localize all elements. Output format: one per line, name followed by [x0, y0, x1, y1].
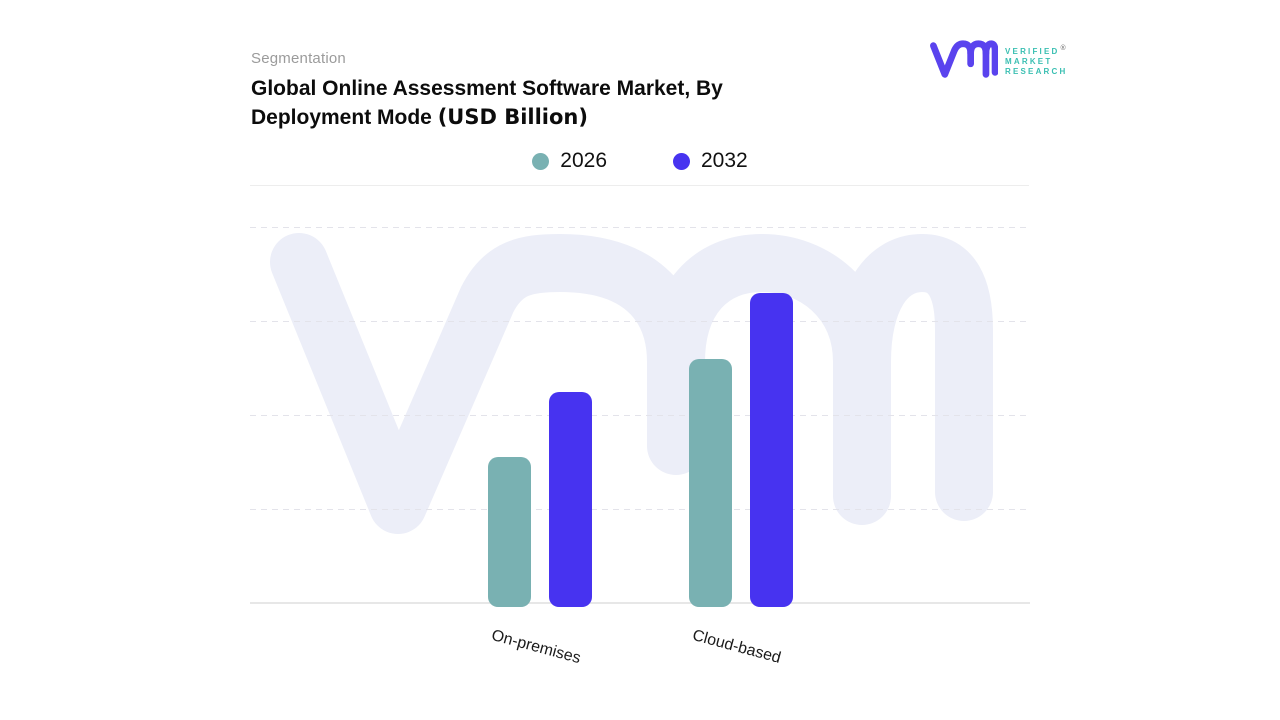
gridline — [250, 509, 1030, 510]
legend-dot-2026 — [532, 152, 550, 170]
gridline — [250, 415, 1030, 416]
legend-item-2032: 2032 — [673, 149, 748, 173]
gridline — [250, 227, 1030, 228]
gridline — [250, 321, 1030, 322]
logo-wordmark: VERIFIED® MARKET RESEARCH — [1005, 44, 1068, 77]
eyebrow-label: Segmentation — [251, 50, 346, 67]
title-line1: Global Online Assessment Software Market… — [251, 77, 723, 100]
logo-line-research: RESEARCH — [1005, 67, 1068, 76]
chart-title: Global Online Assessment Software Market… — [251, 74, 791, 132]
logo-line-verified: VERIFIED — [1005, 47, 1060, 56]
title-line2: Deployment Mode — [251, 106, 438, 129]
logo-line-market: MARKET — [1005, 57, 1053, 66]
title-units: (USD Billion) — [437, 105, 588, 129]
bar-on-premises-2026 — [487, 457, 531, 607]
legend-item-2026: 2026 — [532, 149, 607, 173]
bar-on-premises-2032 — [548, 391, 592, 607]
bar-cloud-based-2026 — [688, 358, 732, 607]
vmr-logo: VERIFIED® MARKET RESEARCH — [928, 38, 1068, 82]
legend-label-2026: 2026 — [560, 149, 607, 172]
header-divider — [250, 185, 1029, 186]
bar-cloud-based-2032 — [749, 292, 793, 607]
chart-legend: 2026 2032 — [250, 148, 1030, 174]
legend-label-2032: 2032 — [701, 149, 748, 172]
x-axis-line — [250, 602, 1030, 604]
registered-mark: ® — [1060, 45, 1066, 52]
legend-dot-2032 — [673, 152, 690, 170]
vmr-monogram-icon — [930, 40, 998, 78]
